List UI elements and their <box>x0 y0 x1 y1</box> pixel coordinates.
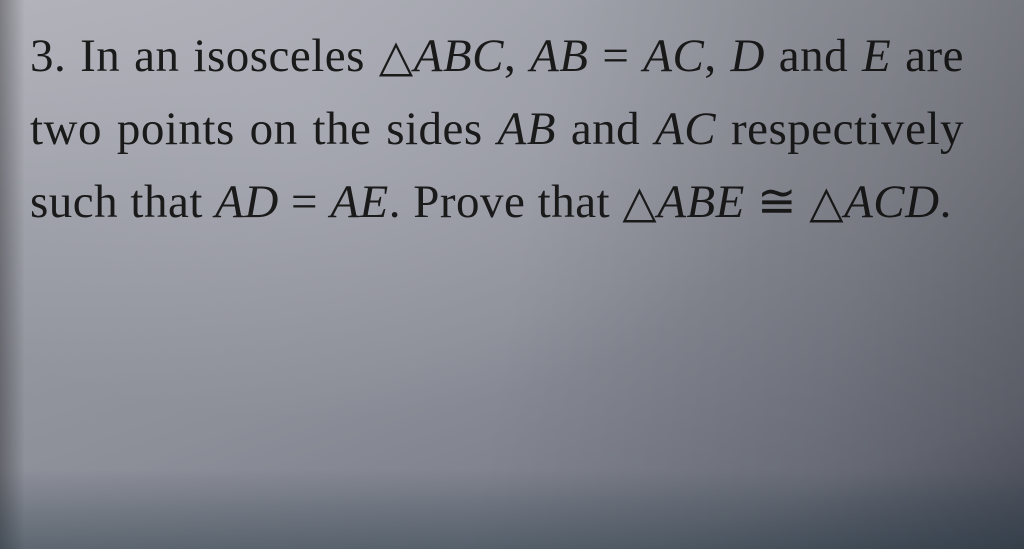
triangle-label: ACD <box>844 176 940 228</box>
equals-sign: = <box>589 30 644 82</box>
page-binding-shadow <box>0 0 25 549</box>
congruent-symbol: ≅ <box>745 176 809 228</box>
math-var: AB <box>530 30 588 82</box>
punctuation: , <box>704 30 730 82</box>
math-var: AB <box>498 103 556 155</box>
math-var: AC <box>643 30 704 82</box>
problem-statement: 3. In an isosceles △ABC, AB = AC, D and … <box>30 20 964 239</box>
math-var: D <box>730 30 764 82</box>
punctuation: . <box>940 176 952 228</box>
text-segment: and <box>765 30 862 82</box>
problem-number: 3. <box>30 30 66 82</box>
triangle-symbol: △ <box>379 22 414 91</box>
triangle-symbol: △ <box>809 168 844 237</box>
triangle-symbol: △ <box>622 168 657 237</box>
triangle-label: ABC <box>414 30 504 82</box>
punctuation: , <box>504 30 530 82</box>
text-segment: In an isosceles <box>80 30 379 82</box>
textbook-page: 3. In an isosceles △ABC, AB = AC, D and … <box>0 0 1024 549</box>
equals-sign: = <box>279 176 331 228</box>
bottom-edge-shadow <box>0 469 1024 549</box>
text-segment: . Prove that <box>389 176 623 228</box>
triangle-label: ABE <box>657 176 745 228</box>
text-segment: and <box>556 103 655 155</box>
math-var: AC <box>655 103 716 155</box>
math-var: E <box>862 30 891 82</box>
math-var: AE <box>330 176 388 228</box>
math-var: AD <box>215 176 279 228</box>
